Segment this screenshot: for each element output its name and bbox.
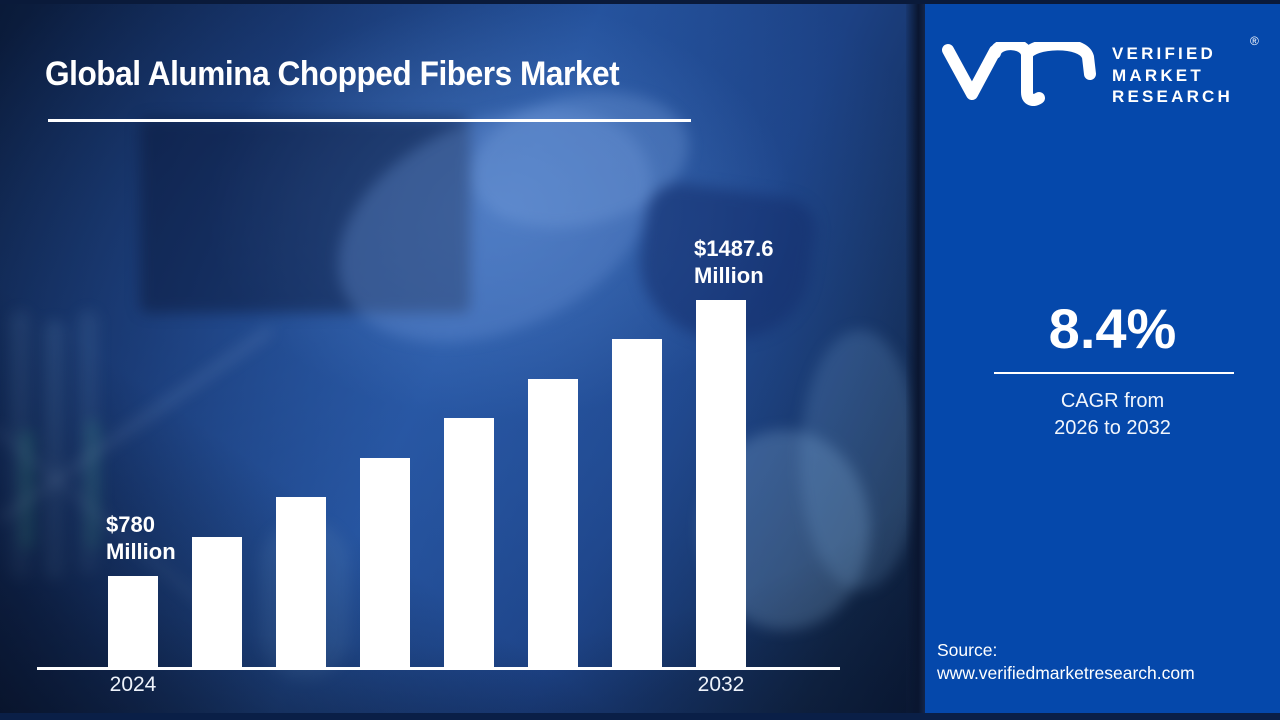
brand-name-line: RESEARCH — [1112, 87, 1234, 106]
top-border — [0, 0, 1280, 4]
bottom-border — [0, 713, 1280, 720]
bar-value-line: $1487.6 — [694, 236, 774, 261]
bar-value-line: Million — [694, 263, 764, 288]
x-axis-line — [37, 667, 840, 670]
bar — [444, 418, 494, 667]
source-label: Source: — [937, 640, 998, 660]
bar — [696, 300, 746, 667]
bar-value-label: $1487.6 Million — [694, 235, 774, 289]
title-underline — [48, 119, 691, 122]
bar — [612, 339, 662, 667]
source-block: Source: www.verifiedmarketresearch.com — [937, 639, 1195, 685]
bar-value-label: $780 Million — [106, 511, 176, 565]
bar — [108, 576, 158, 667]
cagr-caption: CAGR from 2026 to 2032 — [955, 388, 1270, 442]
registered-trademark: ® — [1250, 34, 1259, 48]
bar-value-line: $780 — [106, 512, 155, 537]
x-axis-label: 2024 — [109, 673, 157, 696]
cagr-caption-line: 2026 to 2032 — [1054, 417, 1171, 439]
x-axis-label: 2032 — [697, 673, 745, 696]
brand-name-line: VERIFIED — [1112, 44, 1217, 63]
bar-value-line: Million — [106, 539, 176, 564]
brand-name-line: MARKET — [1112, 65, 1204, 85]
cagr-value: 8.4% — [1048, 297, 1177, 360]
bar — [276, 497, 326, 667]
cagr-caption-line: CAGR from — [1060, 390, 1165, 412]
bar — [528, 378, 578, 667]
source-url[interactable]: www.verifiedmarketresearch.com — [937, 663, 1195, 683]
bar — [360, 457, 410, 667]
bar — [192, 536, 242, 667]
brand-name: VERIFIED MARKET RESEARCH — [1112, 43, 1233, 108]
vmr-monogram-icon — [942, 42, 1096, 106]
brand-panel: VERIFIED MARKET RESEARCH ® 8.4% CAGR fro… — [925, 0, 1280, 720]
panel-divider — [906, 0, 925, 720]
cagr-divider — [994, 372, 1234, 374]
page-title: Global Alumina Chopped Fibers Market — [45, 55, 620, 93]
